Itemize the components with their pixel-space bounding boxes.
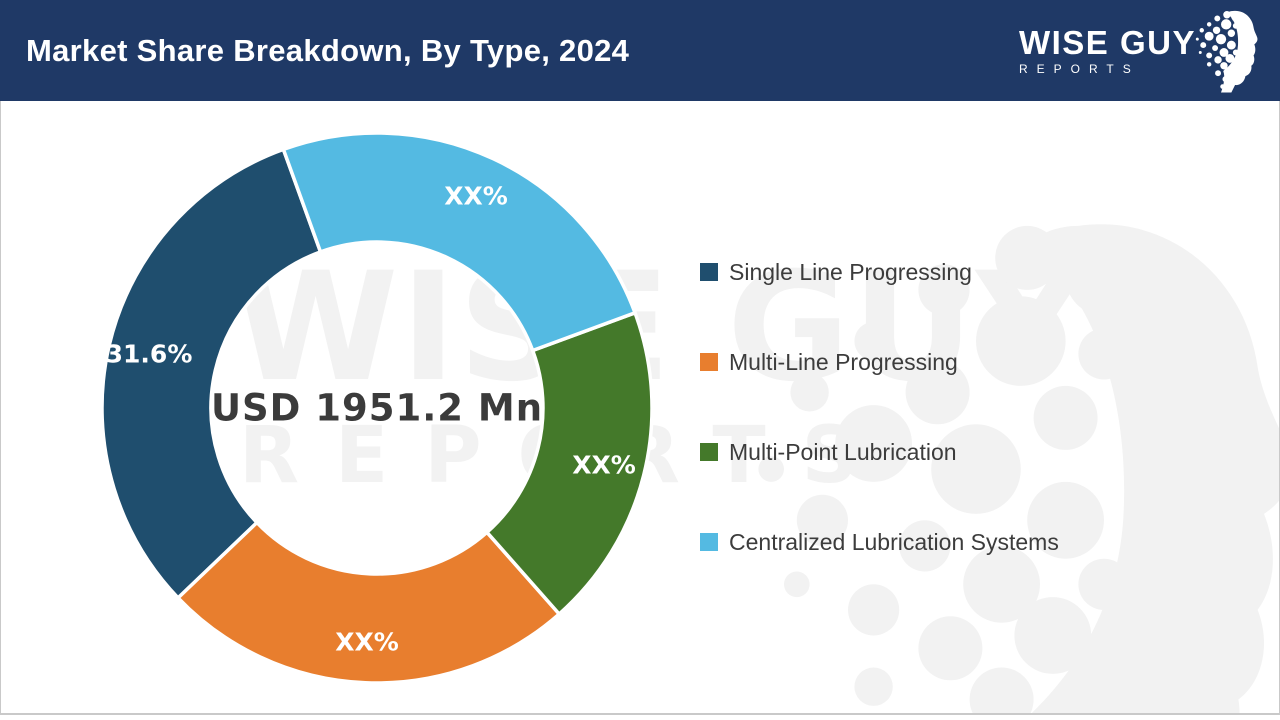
legend-label: Single Line Progressing bbox=[729, 258, 972, 285]
legend-label: Centralized Lubrication Systems bbox=[729, 528, 1059, 555]
donut-slice-multi-line-progressing bbox=[176, 520, 561, 685]
slice-value-label: XX% bbox=[444, 181, 508, 211]
legend-swatch bbox=[700, 353, 718, 371]
legend-item: Centralized Lubrication Systems bbox=[700, 524, 1059, 560]
brand-subtext: REPORTS bbox=[1018, 62, 1140, 76]
donut-slice-single-line-progressing bbox=[100, 147, 323, 600]
donut-chart bbox=[100, 131, 654, 685]
chart-area: WISE GUY REPORTS 31.6%XX%XX%XX% USD 1951… bbox=[0, 101, 1280, 715]
legend-swatch bbox=[700, 263, 718, 281]
legend: Single Line Progressing Multi-Line Progre… bbox=[700, 254, 1059, 614]
donut-slice-centralized-lubrication-systems bbox=[281, 131, 637, 353]
legend-swatch bbox=[700, 533, 718, 551]
legend-item: Multi-Line Progressing bbox=[700, 344, 1059, 380]
chart-center-value: USD 1951.2 Mn bbox=[210, 386, 544, 430]
brand-wordmark: WISE GUY bbox=[1018, 24, 1196, 61]
page-title: Market Share Breakdown, By Type, 2024 bbox=[26, 32, 630, 68]
brand-logo: WISE GUY REPORTS bbox=[1019, 9, 1258, 93]
slice-value-label: XX% bbox=[572, 450, 636, 480]
legend-label: Multi-Line Progressing bbox=[729, 348, 958, 375]
legend-swatch bbox=[700, 443, 718, 461]
slice-value-label: 31.6% bbox=[105, 339, 193, 369]
donut-slice-multi-point-lubrication bbox=[485, 311, 654, 616]
header-bar: Market Share Breakdown, By Type, 2024 WI… bbox=[0, 0, 1280, 101]
brand-face-icon bbox=[1184, 9, 1258, 93]
legend-item: Multi-Point Lubrication bbox=[700, 434, 1059, 470]
legend-label: Multi-Point Lubrication bbox=[729, 438, 957, 465]
slice-value-label: XX% bbox=[335, 627, 399, 657]
brand-logo-text: WISE GUY REPORTS bbox=[1019, 26, 1196, 75]
legend-item: Single Line Progressing bbox=[700, 254, 1059, 290]
